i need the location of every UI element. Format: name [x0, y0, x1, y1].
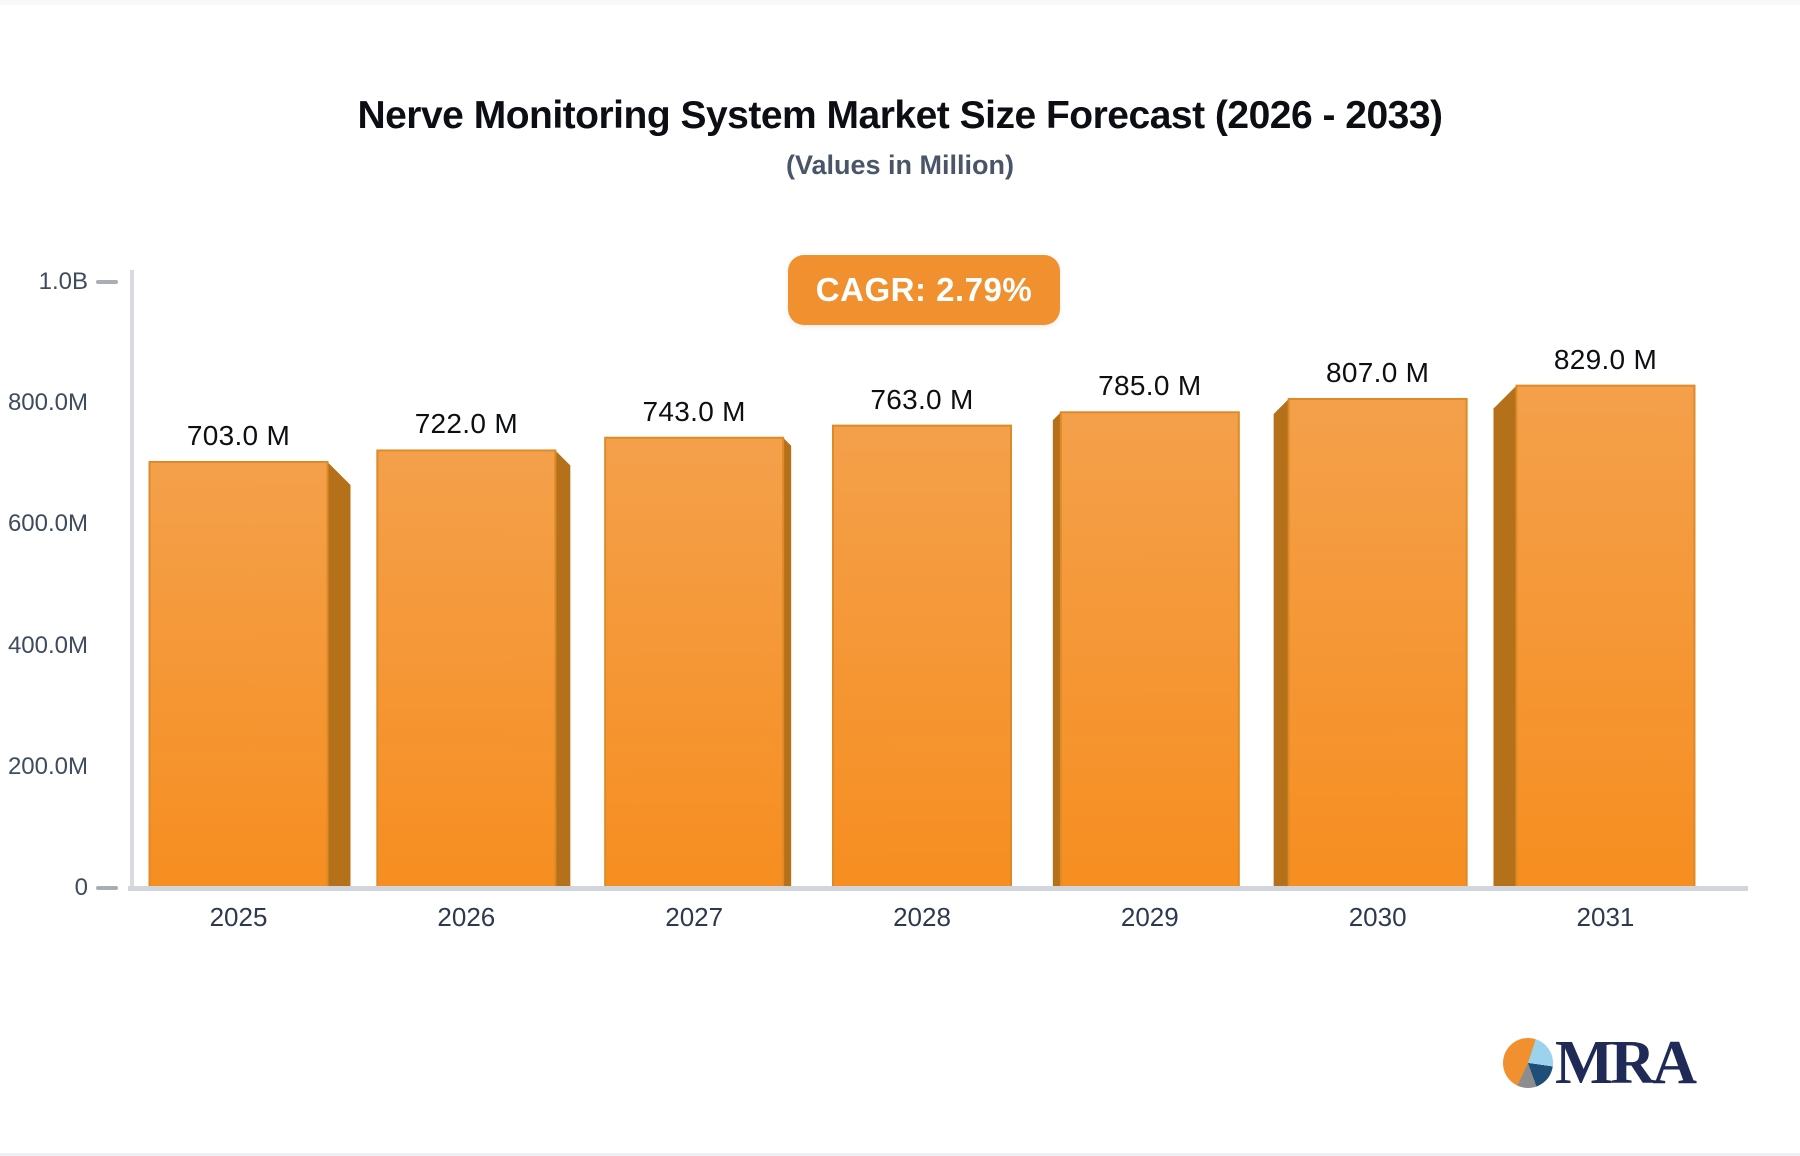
- cagr-badge-label: CAGR: 2.79%: [815, 271, 1033, 308]
- bar-2026: [376, 449, 557, 889]
- bar-value-label: 807.0 M: [1326, 356, 1430, 388]
- y-axis-tick-label: 400.0M: [7, 631, 88, 659]
- bar-side-face: [1273, 398, 1289, 888]
- y-axis-tick-label: 1.0B: [38, 268, 88, 295]
- bar-side-face: [555, 450, 571, 888]
- bar-value-label: 763.0 M: [870, 383, 974, 415]
- bar-side-face: [783, 437, 792, 888]
- bar-side-face: [327, 461, 351, 888]
- bar-value-label: 703.0 M: [186, 419, 291, 451]
- y-axis-tick-label: 800.0M: [7, 389, 88, 417]
- bar-value-label: 785.0 M: [1098, 370, 1202, 402]
- bar-2025: [148, 460, 329, 889]
- x-axis-label-2026: 2026: [437, 902, 496, 932]
- page-bottom-strip: [0, 1153, 1800, 1156]
- x-axis-label-2027: 2027: [665, 902, 724, 932]
- page-top-strip: [0, 0, 1800, 5]
- y-axis-tick-mark: [96, 886, 118, 890]
- bar-2030: [1287, 397, 1468, 889]
- cagr-badge: CAGR: 2.79%: [788, 255, 1060, 325]
- x-axis-label-2025: 2025: [209, 902, 268, 932]
- x-axis-label-2030: 2030: [1348, 902, 1407, 932]
- mra-logo-text: MRA: [1555, 1029, 1697, 1097]
- x-axis-label-2031: 2031: [1576, 902, 1635, 932]
- chart-title: Nerve Monitoring System Market Size Fore…: [357, 94, 1443, 137]
- bar-value-label: 722.0 M: [414, 408, 518, 440]
- bar-2029: [1059, 411, 1240, 889]
- bar-value-label: 829.0 M: [1553, 343, 1658, 375]
- y-axis-tick-label: 600.0M: [7, 510, 88, 538]
- bar-side-face: [1052, 412, 1061, 888]
- y-axis-line: [130, 270, 134, 888]
- bar-2031: [1515, 384, 1696, 889]
- y-axis-tick-label: 200.0M: [7, 752, 88, 780]
- y-axis-tick-mark: [96, 280, 118, 284]
- x-axis-label-2028: 2028: [893, 902, 951, 932]
- bar-side-face: [1493, 385, 1517, 888]
- bar-2027: [604, 436, 785, 889]
- x-axis-baseline: [128, 886, 1748, 891]
- mra-logo: MRA: [1503, 1029, 1697, 1097]
- bar-2028: [831, 424, 1012, 889]
- y-axis-tick-label: 0: [74, 874, 88, 901]
- bar-value-label: 743.0 M: [642, 395, 746, 427]
- chart-subtitle: (Values in Million): [785, 150, 1015, 180]
- pie-chart-icon: [1503, 1038, 1553, 1088]
- x-axis-label-2029: 2029: [1120, 902, 1179, 932]
